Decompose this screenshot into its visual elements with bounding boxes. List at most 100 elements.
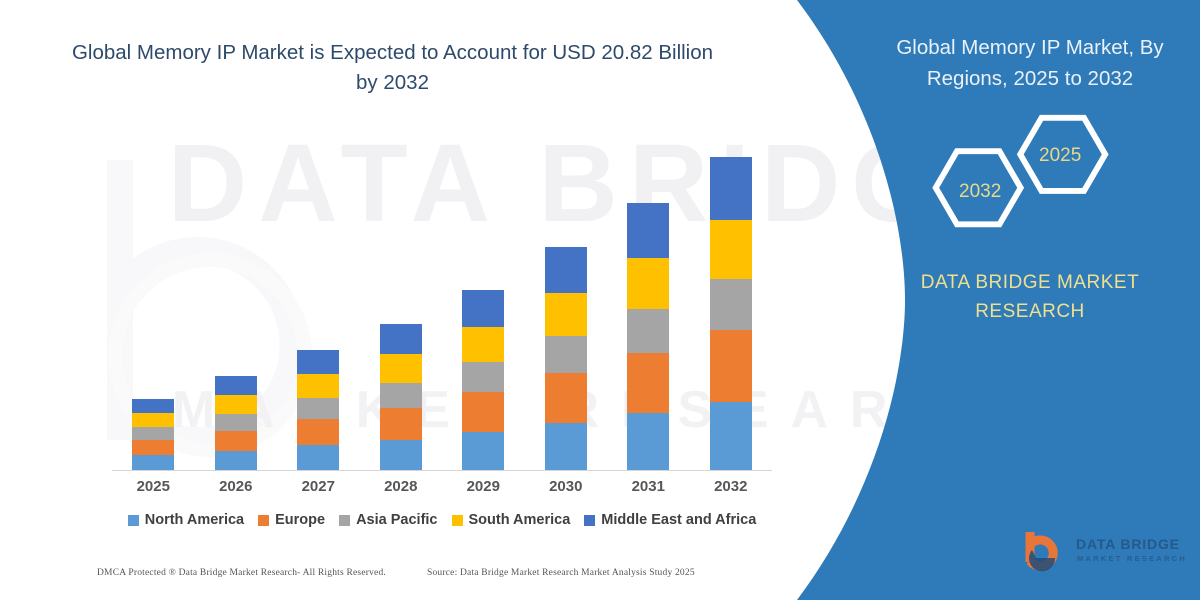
x-axis-tick-2026: 2026 (219, 478, 253, 495)
x-axis-tick-2029: 2029 (466, 478, 500, 495)
right-panel-title: Global Memory IP Market, By Regions, 202… (896, 36, 1164, 90)
chart-bars-group (112, 140, 772, 470)
legend-swatch-icon (451, 514, 463, 526)
x-axis-tick-2031: 2031 (631, 478, 665, 495)
bar-segment[interactable] (627, 258, 670, 309)
logo-mark-icon (1025, 532, 1058, 572)
legend-swatch-icon (127, 514, 139, 526)
stacked-bar-2025[interactable] (132, 399, 175, 470)
bar-segment[interactable] (544, 373, 587, 423)
bar-segment[interactable] (462, 392, 505, 432)
bar-segment[interactable] (709, 402, 752, 470)
legend-label: North America (144, 512, 245, 528)
bar-segment[interactable] (627, 413, 670, 470)
bar-segment[interactable] (379, 383, 422, 408)
bar-segment[interactable] (709, 279, 752, 330)
hex-badge-2032: 2032 (959, 181, 1002, 202)
bar-segment[interactable] (379, 354, 422, 383)
legend-label: Middle East and Africa (601, 512, 757, 528)
legend-item[interactable]: South America (451, 512, 571, 528)
bar-segment[interactable] (462, 290, 505, 327)
bar-slot (360, 140, 443, 470)
brand-line-2: RESEARCH (975, 301, 1085, 322)
dbmr-logo: DATA BRIDGE MARKET RESEARCH (1022, 528, 1188, 576)
bar-segment[interactable] (544, 293, 587, 336)
bar-segment[interactable] (544, 336, 587, 373)
hexagon-2025-shape (1016, 114, 1109, 194)
bar-segment[interactable] (627, 309, 670, 353)
bar-segment[interactable] (462, 327, 505, 362)
stacked-bar-2031[interactable] (627, 203, 670, 470)
x-axis-tick-2028: 2028 (384, 478, 418, 495)
legend-item[interactable]: Asia Pacific (339, 512, 438, 528)
bar-segment[interactable] (214, 376, 257, 395)
bar-segment[interactable] (297, 350, 340, 374)
bar-slot (195, 140, 278, 470)
legend-label: Asia Pacific (356, 512, 438, 528)
stacked-bar-2032[interactable] (709, 157, 752, 470)
bar-segment[interactable] (379, 408, 422, 440)
stacked-bar-2026[interactable] (214, 376, 257, 470)
bar-segment[interactable] (462, 362, 505, 392)
legend-item[interactable]: North America (127, 512, 245, 528)
bar-segment[interactable] (297, 398, 340, 419)
hexagon-badges: 2025 2032 (925, 108, 1125, 233)
bar-segment[interactable] (709, 157, 752, 220)
bar-slot (442, 140, 525, 470)
bar-segment[interactable] (297, 445, 340, 470)
bar-segment[interactable] (379, 324, 422, 354)
bar-segment[interactable] (544, 247, 587, 293)
bar-slot (525, 140, 608, 470)
footer-source: Source: Data Bridge Market Research Mark… (427, 568, 695, 578)
bar-slot (277, 140, 360, 470)
bar-segment[interactable] (709, 220, 752, 279)
hexagon-outline-icons (932, 114, 1109, 228)
bar-segment[interactable] (627, 203, 670, 258)
bar-segment[interactable] (132, 427, 175, 440)
bar-segment[interactable] (132, 440, 175, 455)
bar-segment[interactable] (379, 440, 422, 470)
legend-label: Europe (275, 512, 326, 528)
bar-segment[interactable] (132, 455, 175, 470)
bar-segment[interactable] (297, 419, 340, 445)
bar-segment[interactable] (214, 431, 257, 451)
bar-slot (607, 140, 690, 470)
stacked-bar-2030[interactable] (544, 247, 587, 470)
stacked-bar-chart (112, 140, 772, 470)
bar-slot (112, 140, 195, 470)
bar-segment[interactable] (132, 413, 175, 427)
legend-swatch-icon (258, 514, 270, 526)
brand-name: DATA BRIDGE MARKET RESEARCH (880, 268, 1180, 326)
legend-swatch-icon (584, 514, 596, 526)
bar-segment[interactable] (544, 423, 587, 470)
chart-x-axis-labels: 2025 2026 2027 2028 2029 2030 2031 2032 (112, 478, 772, 495)
bar-segment[interactable] (627, 353, 670, 413)
x-axis-tick-2032: 2032 (714, 478, 748, 495)
logo-text-primary: DATA BRIDGE (1076, 536, 1180, 552)
footer-copyright: DMCA Protected ® Data Bridge Market Rese… (97, 568, 386, 578)
legend-item[interactable]: Middle East and Africa (584, 512, 756, 528)
bar-segment[interactable] (214, 451, 257, 470)
legend-item[interactable]: Europe (258, 512, 325, 528)
legend-label: South America (468, 512, 571, 528)
x-axis-tick-2027: 2027 (301, 478, 335, 495)
bar-segment[interactable] (297, 374, 340, 398)
bar-segment[interactable] (462, 432, 505, 470)
stacked-bar-2029[interactable] (462, 290, 505, 470)
page-title: Global Memory IP Market is Expected to A… (71, 41, 714, 94)
logo-text-secondary: MARKET RESEARCH (1077, 554, 1188, 563)
x-axis-tick-2030: 2030 (549, 478, 583, 495)
bar-segment[interactable] (214, 395, 257, 414)
stacked-bar-2027[interactable] (297, 350, 340, 470)
brand-line-1: DATA BRIDGE MARKET (920, 272, 1140, 293)
bar-segment[interactable] (709, 330, 752, 402)
hexagon-2032-shape (932, 148, 1025, 228)
bar-segment[interactable] (132, 399, 175, 413)
legend-swatch-icon (339, 514, 351, 526)
stacked-bar-2028[interactable] (379, 324, 422, 470)
x-axis-tick-2025: 2025 (136, 478, 170, 495)
chart-x-axis-line (112, 470, 772, 471)
bar-segment[interactable] (214, 414, 257, 431)
